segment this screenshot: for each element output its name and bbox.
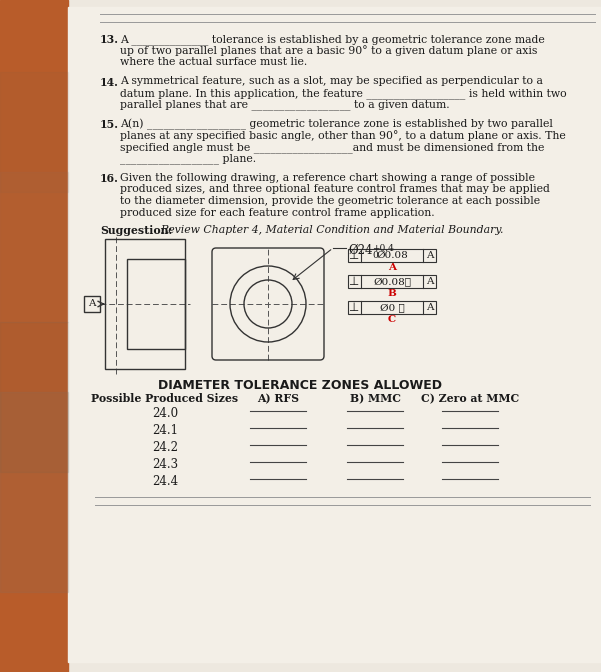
Text: 24.4: 24.4 [152,475,178,488]
Text: +0.4: +0.4 [372,244,394,253]
Text: 16.: 16. [100,173,119,184]
Text: ⊥: ⊥ [349,301,359,314]
Text: A: A [426,251,433,260]
Text: specified angle must be __________________and must be dimensioned from the: specified angle must be ________________… [120,142,545,153]
Text: up of two parallel planes that are a basic 90° to a given datum plane or axis: up of two parallel planes that are a bas… [120,46,537,56]
Bar [127,259,185,349]
Text: Ø0 Ⓜ: Ø0 Ⓜ [380,303,404,312]
Bar [0,0,68,672]
Bar [68,7,601,662]
Text: 24.0: 24.0 [152,407,178,420]
Text: 0: 0 [372,251,378,260]
Text: Possible Produced Sizes: Possible Produced Sizes [91,393,239,404]
Text: A) RFS: A) RFS [257,393,299,404]
Text: Ø0.08: Ø0.08 [376,251,408,260]
Text: 13.: 13. [100,34,119,45]
Text: B: B [388,289,397,298]
Text: Given the following drawing, a reference chart showing a range of possible: Given the following drawing, a reference… [120,173,535,183]
Bar [348,301,436,314]
Text: B) MMC: B) MMC [350,393,400,404]
Text: ⊥: ⊥ [349,249,359,262]
Text: ⊥: ⊥ [349,275,359,288]
Text: produced sizes, and three optional feature control frames that may be applied: produced sizes, and three optional featu… [120,185,550,194]
Text: C: C [388,315,396,324]
Text: A(n) __________________ geometric tolerance zone is established by two parallel: A(n) __________________ geometric tolera… [120,119,553,130]
Text: produced size for each feature control frame application.: produced size for each feature control f… [120,208,435,218]
Text: Ø0.08Ⓜ: Ø0.08Ⓜ [373,277,411,286]
Text: parallel planes that are __________________ to a given datum.: parallel planes that are _______________… [120,99,450,110]
Text: 15.: 15. [100,119,119,130]
Bar [0,172,68,322]
Text: to the diameter dimension, provide the geometric tolerance at each possible: to the diameter dimension, provide the g… [120,196,540,206]
Text: datum plane. In this application, the feature __________________ is held within : datum plane. In this application, the fe… [120,88,567,99]
Text: Ø24: Ø24 [348,244,373,257]
Text: A ______________ tolerance is established by a geometric tolerance zone made: A ______________ tolerance is establishe… [120,34,545,45]
Text: 24.1: 24.1 [152,424,178,437]
Text: A: A [426,277,433,286]
Text: A: A [388,263,396,272]
Text: Review Chapter 4, Material Condition and Material Boundary.: Review Chapter 4, Material Condition and… [160,225,504,235]
Text: Suggestion:: Suggestion: [100,225,172,236]
Text: A symmetrical feature, such as a slot, may be specified as perpendicular to a: A symmetrical feature, such as a slot, m… [120,77,543,87]
Text: __________________ plane.: __________________ plane. [120,153,256,164]
Text: C) Zero at MMC: C) Zero at MMC [421,393,519,404]
Bar [0,322,68,472]
Bar [0,392,68,592]
Bar [348,275,436,288]
Text: where the actual surface must lie.: where the actual surface must lie. [120,57,307,67]
Text: DIAMETER TOLERANCE ZONES ALLOWED: DIAMETER TOLERANCE ZONES ALLOWED [158,379,442,392]
Bar [105,239,185,369]
Bar [348,249,436,262]
Text: 24.2: 24.2 [152,441,178,454]
Bar [84,296,100,312]
Text: 24.3: 24.3 [152,458,178,471]
Text: A: A [88,300,96,308]
Text: A: A [426,303,433,312]
Bar [0,72,68,192]
Text: 14.: 14. [100,77,119,87]
Text: planes at any specified basic angle, other than 90°, to a datum plane or axis. T: planes at any specified basic angle, oth… [120,130,566,141]
